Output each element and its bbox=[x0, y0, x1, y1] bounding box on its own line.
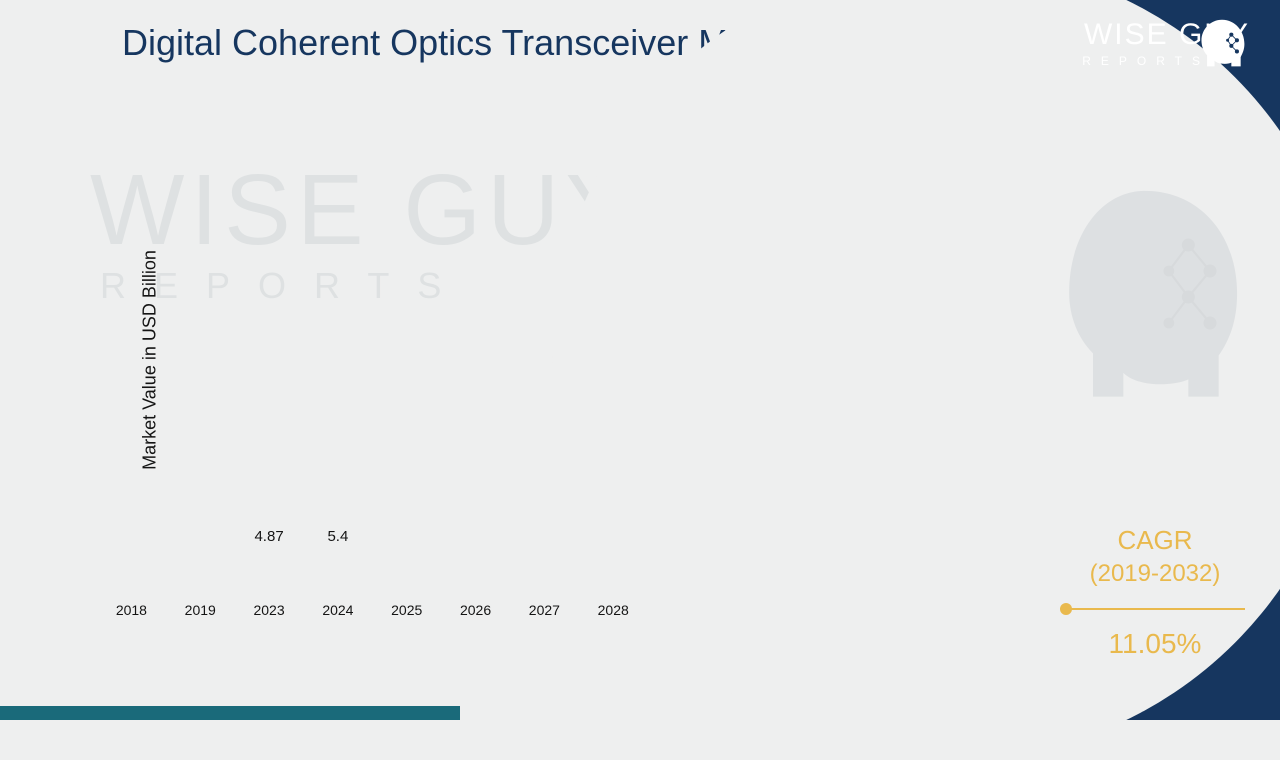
bar-wrap bbox=[519, 528, 570, 550]
cagr-block: CAGR (2019-2032) 11.05% bbox=[1030, 525, 1280, 660]
bar-wrap: 5.4 bbox=[312, 528, 363, 550]
cagr-years: (2019-2032) bbox=[1030, 560, 1280, 588]
bar-wrap: 4.87 bbox=[244, 528, 295, 550]
cagr-title: CAGR bbox=[1030, 525, 1280, 556]
bar-value-label: 5.4 bbox=[327, 528, 348, 546]
brand-logo: WISE GUY REPORTS bbox=[1082, 18, 1250, 68]
x-tick-label: 2028 bbox=[588, 602, 639, 618]
bar-wrap bbox=[450, 528, 501, 550]
x-tick-label: 2025 bbox=[381, 602, 432, 618]
x-tick-label: 2024 bbox=[312, 602, 363, 618]
x-tick-label: 2026 bbox=[450, 602, 501, 618]
bar-wrap bbox=[175, 528, 226, 550]
bar-wrap bbox=[381, 528, 432, 550]
cagr-value: 11.05% bbox=[1030, 628, 1280, 660]
x-tick-label: 2018 bbox=[106, 602, 157, 618]
footer-accent-bar bbox=[0, 706, 460, 720]
head-icon bbox=[1194, 16, 1250, 72]
side-panel: WISE GUY REPORTS CAGR (2019-2032) 11.05% bbox=[975, 0, 1280, 720]
cagr-divider bbox=[1065, 608, 1245, 610]
bar-value-label: 4.87 bbox=[254, 528, 283, 546]
x-tick-label: 2023 bbox=[244, 602, 295, 618]
x-tick-label: 2019 bbox=[175, 602, 226, 618]
side-watermark-icon bbox=[1030, 180, 1260, 440]
x-tick-label: 2027 bbox=[519, 602, 570, 618]
bar-wrap bbox=[106, 528, 157, 550]
